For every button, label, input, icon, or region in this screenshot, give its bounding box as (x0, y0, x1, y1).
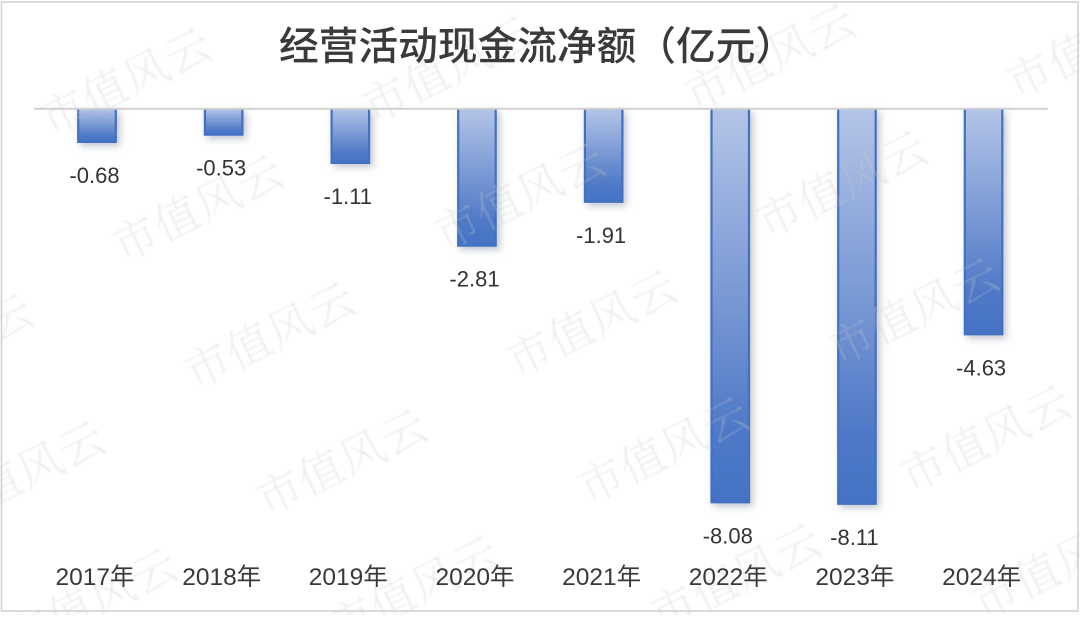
svg-text:-1.11: -1.11 (324, 184, 373, 209)
svg-text:2018: 2018 (182, 564, 237, 591)
svg-text:2021: 2021 (562, 564, 617, 591)
svg-text:-8.08: -8.08 (703, 523, 753, 548)
svg-text:2023: 2023 (815, 564, 870, 591)
svg-text:-0.68: -0.68 (69, 163, 119, 188)
svg-text:2017: 2017 (56, 564, 111, 591)
svg-text:-1.91: -1.91 (576, 223, 626, 248)
svg-text:-0.53: -0.53 (196, 156, 246, 181)
svg-text:2022: 2022 (689, 564, 744, 591)
svg-text:-8.11: -8.11 (830, 525, 879, 550)
svg-text:-2.81: -2.81 (449, 267, 499, 292)
svg-text:-4.63: -4.63 (956, 355, 1006, 380)
svg-text:2019: 2019 (309, 564, 364, 591)
svg-text:2024: 2024 (942, 564, 997, 591)
svg-text:2020: 2020 (436, 564, 491, 591)
